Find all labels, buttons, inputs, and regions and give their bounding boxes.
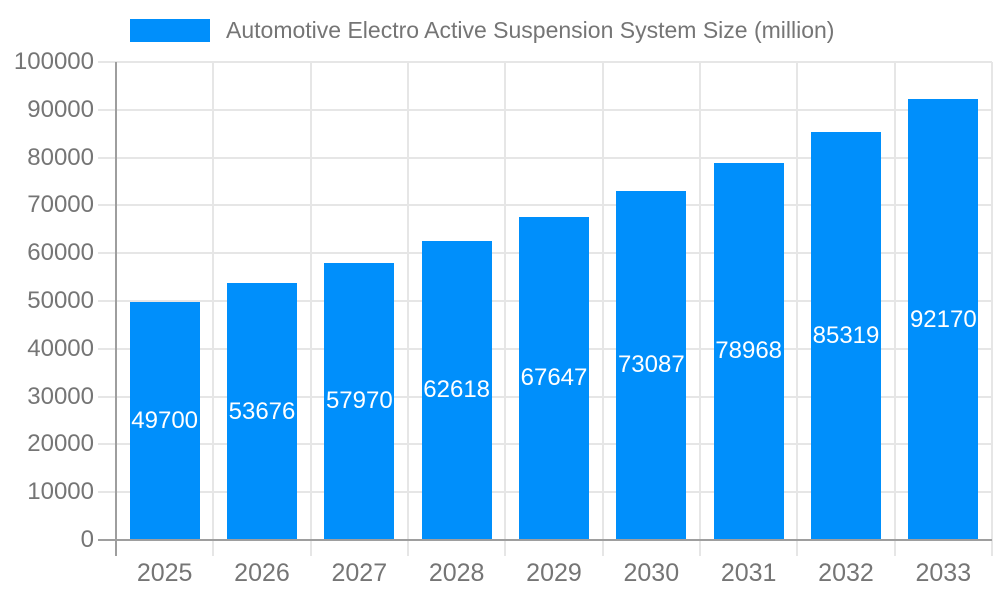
legend-item[interactable]: Automotive Electro Active Suspension Sys… <box>130 17 834 44</box>
h-gridline <box>98 156 992 159</box>
v-gridline <box>893 62 896 556</box>
bar-value-label: 53676 <box>228 397 296 425</box>
bar-value-label: 57970 <box>325 387 393 415</box>
bar-value-label: 85319 <box>812 322 880 350</box>
h-gridline <box>98 204 992 207</box>
x-axis-label: 2028 <box>428 559 485 587</box>
legend-swatch-icon <box>130 19 210 42</box>
v-gridline <box>309 62 312 556</box>
bar-2033[interactable]: 92170 <box>908 99 979 540</box>
bar-value-label: 67647 <box>520 364 588 392</box>
v-gridline <box>504 62 507 556</box>
bar-value-label: 78968 <box>715 337 783 365</box>
bar-2026[interactable]: 53676 <box>227 283 297 540</box>
bar-2025[interactable]: 49700 <box>129 302 200 540</box>
y-axis-label: 10000 <box>27 478 94 506</box>
v-gridline <box>601 62 604 556</box>
y-axis-label: 80000 <box>27 143 94 171</box>
y-axis-label: 40000 <box>27 334 94 362</box>
x-axis-label: 2032 <box>818 559 874 587</box>
y-axis-label: 50000 <box>27 287 94 314</box>
v-gridline <box>796 62 799 556</box>
legend-label: Automotive Electro Active Suspension Sys… <box>226 17 835 43</box>
bar-value-label: 92170 <box>909 305 977 333</box>
v-gridline <box>699 62 701 556</box>
bar-value-label: 73087 <box>617 351 685 379</box>
y-axis-line <box>115 62 117 556</box>
v-gridline <box>212 62 215 556</box>
y-axis-label: 90000 <box>27 95 94 123</box>
x-axis-line <box>98 539 992 541</box>
x-axis-label: 2026 <box>234 559 290 587</box>
h-gridline <box>98 61 992 63</box>
bar-value-label: 49700 <box>131 407 199 435</box>
v-gridline <box>991 62 993 556</box>
bar-2032[interactable]: 85319 <box>811 132 881 540</box>
y-axis-label: 20000 <box>27 430 94 458</box>
x-axis-label: 2031 <box>720 559 777 587</box>
x-axis-label: 2030 <box>623 559 680 587</box>
bar-2027[interactable]: 57970 <box>324 262 395 540</box>
x-axis-label: 2025 <box>136 559 193 587</box>
y-axis-label: 0 <box>80 526 94 553</box>
bar-2029[interactable]: 67647 <box>519 216 589 540</box>
x-axis-label: 2033 <box>915 559 972 587</box>
y-axis-label: 100000 <box>13 48 94 75</box>
y-axis-label: 60000 <box>27 239 94 267</box>
x-axis-label: 2027 <box>331 559 388 587</box>
bar-value-label: 62618 <box>423 376 491 404</box>
h-gridline <box>98 108 992 111</box>
bar-2030[interactable]: 73087 <box>616 190 687 540</box>
y-axis-label: 70000 <box>27 191 94 219</box>
bar-2028[interactable]: 62618 <box>421 240 492 540</box>
v-gridline <box>407 62 409 556</box>
bar-2031[interactable]: 78968 <box>713 162 784 540</box>
x-axis-label: 2029 <box>526 559 582 587</box>
y-axis-label: 30000 <box>27 382 94 410</box>
